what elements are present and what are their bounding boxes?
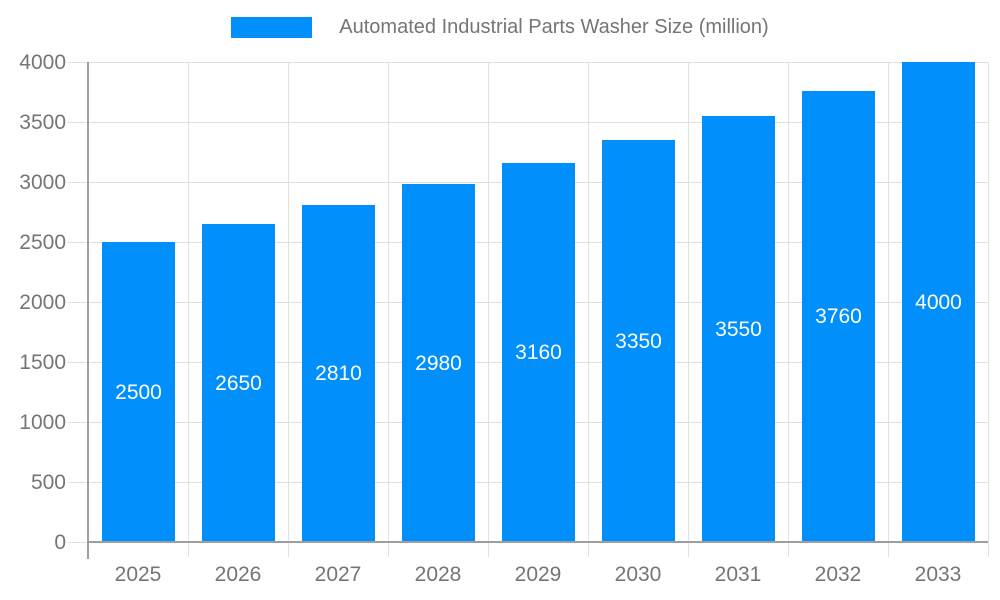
x-axis-line (88, 541, 988, 543)
bar[interactable]: 2980 (402, 184, 475, 542)
legend-swatch (231, 17, 313, 38)
x-axis-tick-label: 2030 (614, 563, 662, 586)
bar[interactable]: 3160 (502, 162, 575, 542)
gridline-horizontal (68, 121, 988, 123)
y-axis-tick-label: 2500 (19, 231, 66, 254)
x-axis-tick-label: 2026 (214, 563, 262, 586)
bar[interactable]: 2810 (302, 204, 375, 542)
y-axis-tick-label: 500 (30, 471, 66, 494)
bar-value-label: 2980 (415, 352, 462, 376)
legend-series-label: Automated Industrial Parts Washer Size (… (339, 16, 769, 38)
gridline-vertical (887, 62, 889, 557)
bar-value-label: 4000 (915, 291, 962, 314)
chart-legend[interactable]: Automated Industrial Parts Washer Size (… (0, 16, 1000, 39)
bar[interactable]: 3550 (702, 116, 775, 542)
x-axis-tick-label: 2025 (114, 563, 162, 586)
y-axis-tick-label: 0 (54, 531, 66, 554)
y-axis-tick-label: 1500 (19, 351, 66, 374)
x-axis-tick-label: 2027 (314, 563, 362, 586)
gridline-vertical (787, 62, 789, 557)
gridline-vertical (587, 62, 589, 557)
y-axis-tick-label: 1000 (19, 411, 66, 434)
x-axis-tick-label: 2031 (714, 563, 762, 586)
bar[interactable]: 4000 (902, 62, 975, 542)
x-axis-tick-label: 2033 (914, 563, 962, 586)
gridline-vertical (987, 62, 989, 557)
gridline-vertical (487, 62, 489, 557)
gridline-vertical (187, 62, 189, 557)
x-axis-tick-label: 2032 (814, 563, 862, 586)
bar-value-label: 3160 (515, 341, 562, 365)
y-axis-tick-label: 2000 (19, 291, 66, 314)
bar-value-label: 3350 (615, 330, 662, 353)
bar[interactable]: 2500 (102, 242, 175, 542)
bar-value-label: 3550 (715, 318, 762, 341)
bar-value-label: 3760 (815, 305, 862, 329)
x-axis-tick-label: 2028 (414, 563, 462, 586)
gridline-vertical (387, 62, 389, 557)
bar[interactable]: 2650 (202, 224, 275, 542)
x-axis-tick-label: 2029 (514, 563, 562, 586)
y-axis-tick-label: 4000 (19, 51, 66, 74)
bar-value-label: 2500 (115, 381, 162, 404)
bar[interactable]: 3350 (602, 140, 675, 542)
gridline-horizontal (68, 61, 988, 63)
y-axis-tick-label: 3500 (19, 111, 66, 134)
gridline-vertical (287, 62, 289, 557)
y-axis-line (87, 62, 89, 559)
bar[interactable]: 3760 (802, 90, 875, 542)
y-axis-tick-label: 3000 (19, 171, 66, 194)
bar-value-label: 2810 (315, 362, 362, 386)
gridline-vertical (687, 62, 689, 557)
bar-value-label: 2650 (215, 372, 262, 395)
